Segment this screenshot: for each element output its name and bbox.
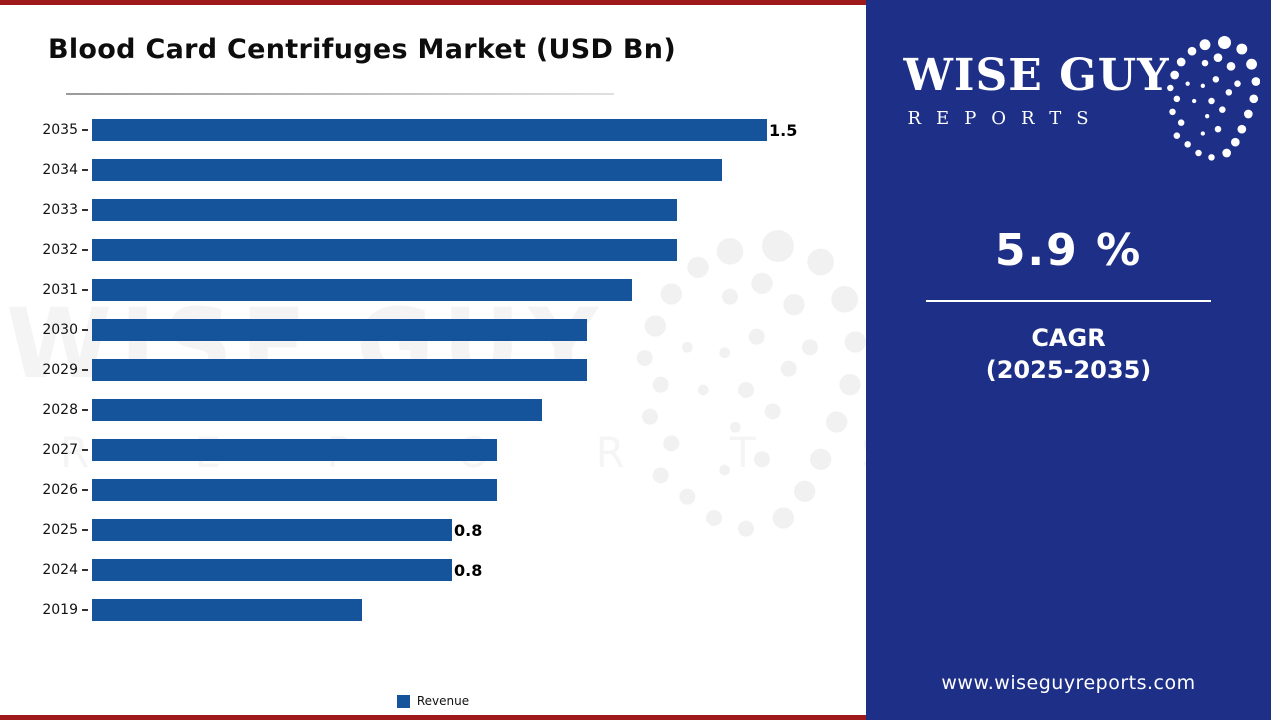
cagr-label: CAGR: [1031, 324, 1106, 353]
revenue-bar: [92, 119, 767, 141]
bar-row: 2031: [8, 270, 858, 310]
legend-label-revenue: Revenue: [416, 694, 470, 708]
title-underline: [66, 93, 614, 95]
y-axis-label: 2032: [42, 242, 78, 258]
revenue-bar: [92, 319, 587, 341]
axis-tick: [82, 529, 88, 531]
bar-row: 2033: [8, 190, 858, 230]
y-axis-label: 2027: [42, 442, 78, 458]
y-axis-label: 2026: [42, 482, 78, 498]
revenue-bar: [92, 199, 677, 221]
revenue-bar: [92, 399, 542, 421]
axis-tick: [82, 209, 88, 211]
y-axis-label: 2033: [42, 202, 78, 218]
bar-row: 2030: [8, 310, 858, 350]
y-axis-label: 2029: [42, 362, 78, 378]
top-red-border: [0, 0, 866, 5]
axis-tick: [82, 289, 88, 291]
y-axis-label: 2031: [42, 282, 78, 298]
axis-tick: [82, 409, 88, 411]
bar-value-label: 0.8: [454, 520, 483, 540]
revenue-bar: [92, 359, 587, 381]
axis-tick: [82, 129, 88, 131]
revenue-bar: [92, 599, 362, 621]
bar-row: 2028: [8, 390, 858, 430]
bar-value-label: 0.8: [454, 560, 483, 580]
chart-area: WISE GUY R E P O R T S Blood Card Centri…: [0, 0, 888, 720]
y-axis-label: 2024: [42, 562, 78, 578]
revenue-bar: [92, 519, 452, 541]
chart-title: Blood Card Centrifuges Market (USD Bn): [48, 34, 676, 65]
cagr-value: 5.9 %: [994, 225, 1143, 277]
legend-swatch-revenue: [396, 694, 410, 708]
cagr-period: (2025-2035): [985, 356, 1152, 385]
y-axis-label: 2025: [42, 522, 78, 538]
bar-row: 2032: [8, 230, 858, 270]
logo-wordmark: WISE GUY: [903, 50, 1170, 101]
right-panel: WISE GUY REPORTS 5.9 % CAGR (2025-2035) …: [866, 0, 1271, 720]
revenue-bar: [92, 479, 497, 501]
axis-tick: [82, 609, 88, 611]
bar-row: 2025 0.8: [8, 510, 858, 550]
revenue-bar: [92, 159, 722, 181]
axis-tick: [82, 169, 88, 171]
axis-tick: [82, 449, 88, 451]
y-axis-label: 2034: [42, 162, 78, 178]
logo-subtitle: REPORTS: [907, 108, 1104, 130]
axis-tick: [82, 569, 88, 571]
y-axis-label: 2028: [42, 402, 78, 418]
y-axis-label: 2019: [42, 602, 78, 618]
logo-head-dots-icon: [1166, 36, 1260, 161]
bar-row: 2027: [8, 430, 858, 470]
bar-row: 2024 0.8: [8, 550, 858, 590]
axis-tick: [82, 249, 88, 251]
axis-tick: [82, 489, 88, 491]
bar-row: 2035 1.5: [8, 110, 858, 150]
axis-tick: [82, 329, 88, 331]
bar-value-label: 1.5: [769, 120, 798, 140]
axis-tick: [82, 369, 88, 371]
cagr-divider: [926, 300, 1211, 303]
revenue-bar: [92, 239, 677, 261]
bar-chart: 2035 1.5 2034 2033 2032 2031 2030 2029 2028 2027 2…: [8, 110, 858, 630]
website-link[interactable]: www.wiseguyreports.com: [941, 672, 1196, 694]
bar-row: 2019: [8, 590, 858, 630]
bar-row: 2029: [8, 350, 858, 390]
y-axis-label: 2035: [42, 122, 78, 138]
y-axis-label: 2030: [42, 322, 78, 338]
bar-row: 2026: [8, 470, 858, 510]
chart-legend: Revenue: [0, 694, 866, 708]
bottom-red-border: [0, 715, 866, 720]
revenue-bar: [92, 439, 497, 461]
revenue-bar: [92, 279, 632, 301]
bar-row: 2034: [8, 150, 858, 190]
wise-guy-logo: WISE GUY REPORTS: [903, 36, 1260, 161]
revenue-bar: [92, 559, 452, 581]
